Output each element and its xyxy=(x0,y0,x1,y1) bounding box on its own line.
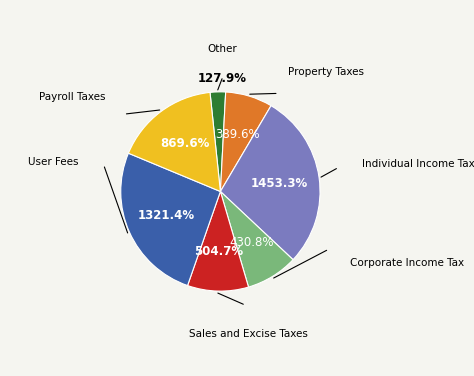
Wedge shape xyxy=(220,92,271,191)
Text: 869.6%: 869.6% xyxy=(160,137,210,150)
Text: 1453.3%: 1453.3% xyxy=(251,176,308,190)
Text: 127.9%: 127.9% xyxy=(198,72,247,85)
Text: User Fees: User Fees xyxy=(28,156,79,167)
Wedge shape xyxy=(210,92,226,191)
Text: Property Taxes: Property Taxes xyxy=(288,67,364,77)
Wedge shape xyxy=(188,191,248,291)
Text: Payroll Taxes: Payroll Taxes xyxy=(39,92,106,102)
Text: Corporate Income Tax: Corporate Income Tax xyxy=(350,258,464,268)
Text: 389.6%: 389.6% xyxy=(215,128,260,141)
Text: Individual Income Taxes: Individual Income Taxes xyxy=(362,159,474,168)
Text: 1321.4%: 1321.4% xyxy=(137,209,194,222)
Wedge shape xyxy=(128,92,220,191)
Wedge shape xyxy=(220,106,320,260)
Text: 430.8%: 430.8% xyxy=(229,236,274,249)
Text: Sales and Excise Taxes: Sales and Excise Taxes xyxy=(189,329,308,339)
Text: Other: Other xyxy=(208,44,237,54)
Text: 504.7%: 504.7% xyxy=(194,245,244,258)
Wedge shape xyxy=(220,191,293,287)
Wedge shape xyxy=(121,153,220,285)
